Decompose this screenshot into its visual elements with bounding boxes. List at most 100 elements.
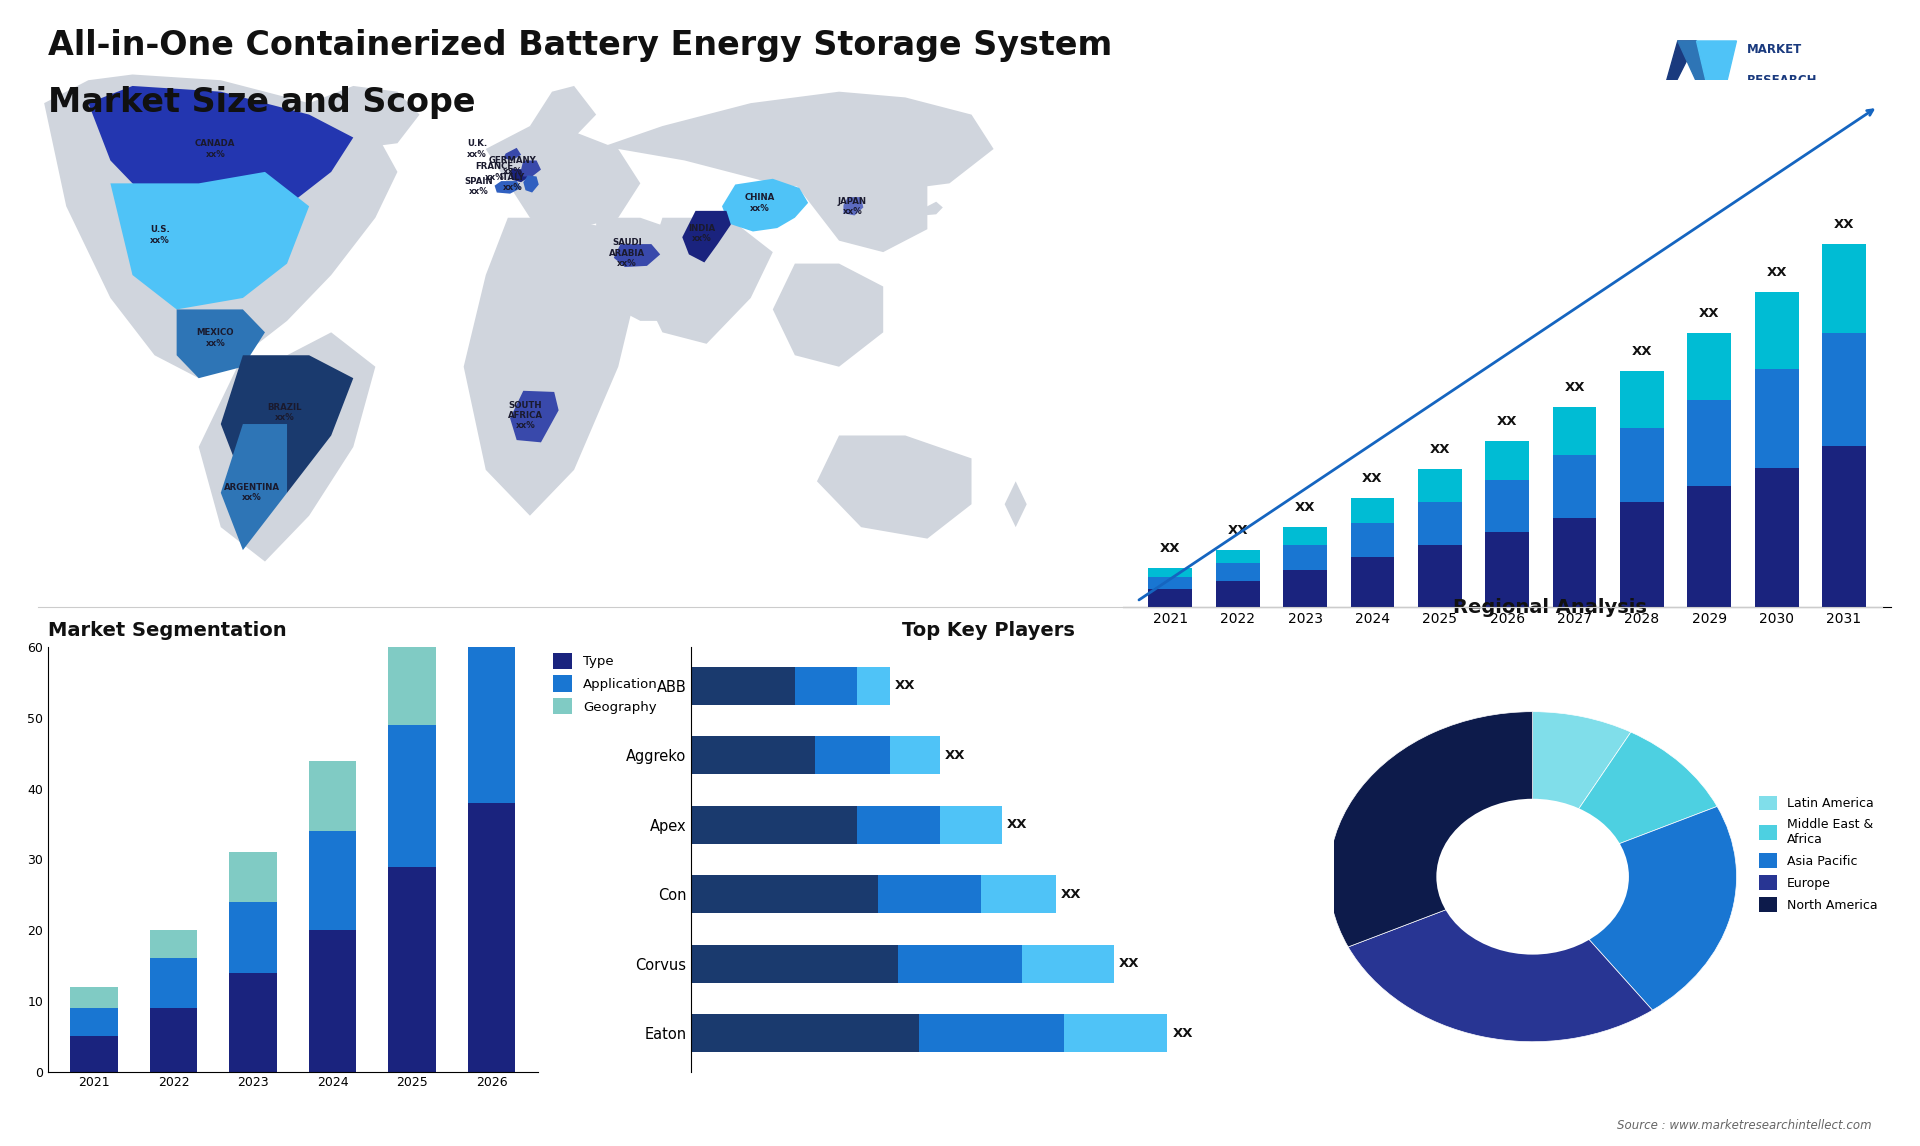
Bar (816, 736, 891, 775)
Text: SPAIN
xx%: SPAIN xx% (465, 176, 493, 196)
Bar (1215, 563, 1260, 581)
Bar (1215, 581, 1260, 607)
Bar (1283, 570, 1327, 607)
Bar (1755, 292, 1799, 369)
Bar (691, 876, 877, 913)
Circle shape (1436, 799, 1628, 955)
Bar (1822, 244, 1866, 333)
Text: INDIA
xx%: INDIA xx% (689, 225, 716, 243)
Text: SOUTH
AFRICA
xx%: SOUTH AFRICA xx% (509, 400, 543, 431)
Text: XX: XX (895, 680, 916, 692)
Wedge shape (1348, 877, 1653, 1042)
Polygon shape (503, 148, 520, 160)
Bar (691, 1014, 920, 1052)
Bar (1023, 944, 1114, 983)
Bar (388, 866, 436, 1072)
Polygon shape (88, 86, 353, 218)
Bar (856, 806, 939, 843)
Bar (388, 626, 436, 725)
Title: Regional Analysis: Regional Analysis (1453, 598, 1647, 618)
Wedge shape (1532, 807, 1736, 1010)
Bar (1822, 333, 1866, 446)
Bar (1755, 369, 1799, 468)
Text: XX: XX (1361, 472, 1382, 485)
Bar (71, 987, 117, 1008)
Bar (1620, 371, 1665, 429)
Bar (1486, 441, 1528, 480)
Bar (228, 973, 276, 1072)
Text: U.S.
xx%: U.S. xx% (150, 226, 171, 244)
Bar (1419, 544, 1461, 607)
Bar (1688, 486, 1732, 607)
Text: RESEARCH: RESEARCH (1747, 74, 1816, 87)
Bar (1486, 532, 1528, 607)
Legend: Type, Application, Geography: Type, Application, Geography (547, 647, 662, 720)
Polygon shape (1678, 41, 1716, 125)
Bar (1620, 502, 1665, 607)
Polygon shape (772, 264, 883, 367)
Polygon shape (511, 391, 559, 442)
Bar (1688, 333, 1732, 400)
Text: INTELLECT: INTELLECT (1747, 105, 1816, 118)
Bar (899, 944, 1023, 983)
Bar (877, 876, 981, 913)
Bar (1148, 589, 1192, 607)
Text: MEXICO
xx%: MEXICO xx% (196, 329, 234, 347)
Polygon shape (795, 172, 927, 252)
Text: XX: XX (1498, 415, 1517, 427)
Bar (1755, 468, 1799, 607)
Bar (691, 736, 816, 775)
Bar (228, 902, 276, 973)
Bar (1283, 544, 1327, 570)
Text: XX: XX (1632, 345, 1653, 358)
Text: XX: XX (1294, 501, 1315, 513)
Text: FRANCE
xx%: FRANCE xx% (476, 163, 515, 181)
Bar (1350, 499, 1394, 524)
Text: XX: XX (1430, 444, 1450, 456)
Text: XX: XX (1119, 957, 1139, 971)
Legend: Latin America, Middle East &
Africa, Asia Pacific, Europe, North America: Latin America, Middle East & Africa, Asi… (1755, 791, 1882, 917)
Polygon shape (922, 202, 943, 215)
Text: XX: XX (1227, 524, 1248, 536)
Bar (468, 803, 515, 1072)
Polygon shape (682, 211, 732, 262)
Bar (691, 944, 899, 983)
Bar (1350, 524, 1394, 557)
Text: SAUDI
ARABIA
xx%: SAUDI ARABIA xx% (609, 238, 645, 268)
Bar (309, 831, 357, 931)
Bar (1064, 1014, 1167, 1052)
Text: ARGENTINA
xx%: ARGENTINA xx% (225, 484, 280, 502)
Bar (1553, 455, 1596, 518)
Polygon shape (597, 92, 995, 195)
Bar (468, 478, 515, 612)
Polygon shape (111, 172, 309, 309)
Text: XX: XX (1060, 888, 1081, 901)
Bar (1688, 400, 1732, 486)
Bar (388, 725, 436, 866)
Bar (1350, 557, 1394, 607)
Bar (150, 958, 198, 1008)
Bar (228, 853, 276, 902)
Polygon shape (1004, 481, 1027, 527)
Bar (1553, 518, 1596, 607)
Text: CHINA
xx%: CHINA xx% (745, 194, 774, 212)
Polygon shape (200, 332, 376, 562)
Text: Market Size and Scope: Market Size and Scope (48, 86, 476, 119)
Text: GERMANY
xx%: GERMANY xx% (488, 157, 536, 175)
Bar (1620, 429, 1665, 502)
Polygon shape (524, 175, 540, 193)
Bar (891, 736, 939, 775)
Polygon shape (530, 86, 597, 138)
Bar (1419, 502, 1461, 544)
Bar (1148, 576, 1192, 589)
Bar (150, 931, 198, 958)
Text: JAPAN
xx%: JAPAN xx% (837, 197, 866, 215)
Polygon shape (639, 218, 772, 344)
Wedge shape (1532, 732, 1716, 877)
Polygon shape (614, 244, 660, 267)
Polygon shape (818, 435, 972, 539)
Bar (1148, 568, 1192, 576)
Text: ITALY
xx%: ITALY xx% (499, 173, 524, 191)
Polygon shape (520, 160, 541, 176)
Text: Market Segmentation: Market Segmentation (48, 621, 286, 641)
